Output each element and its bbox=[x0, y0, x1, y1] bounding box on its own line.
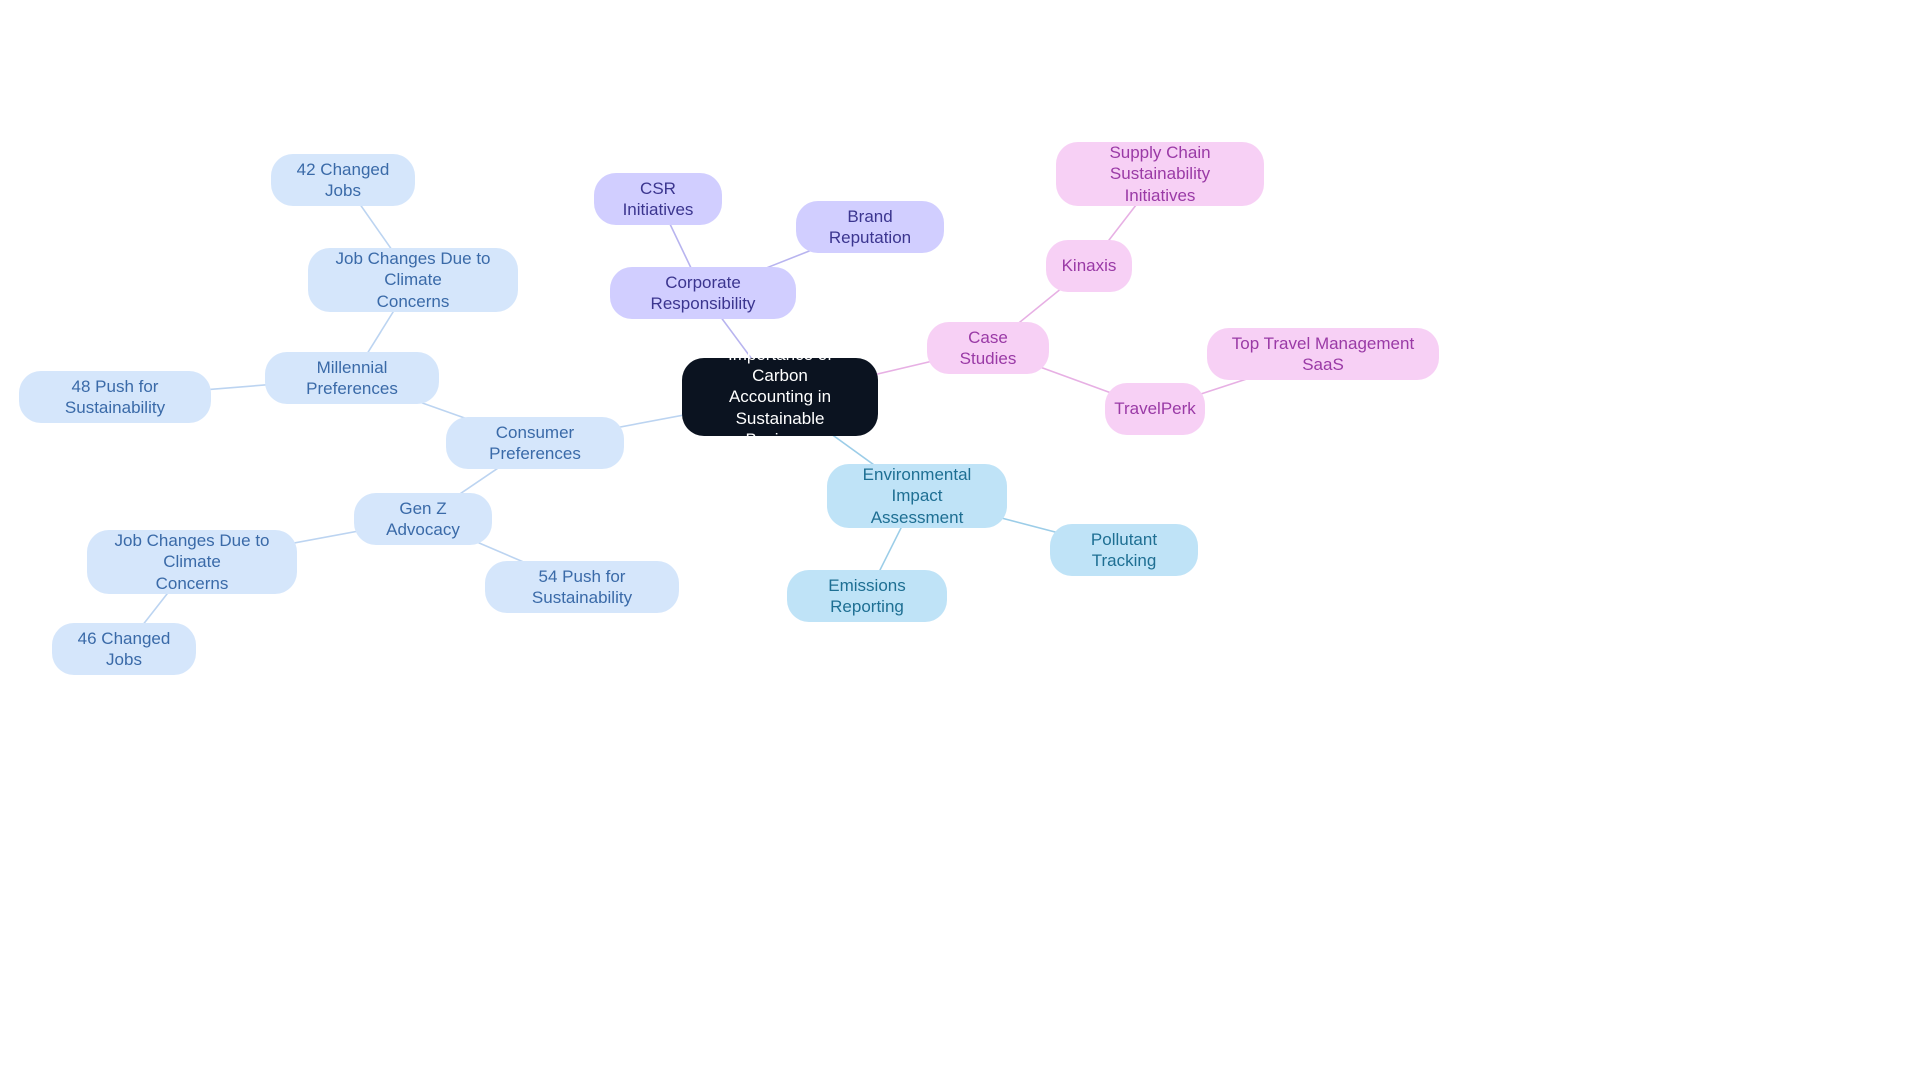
node-csr: CSR Initiatives bbox=[594, 173, 722, 225]
node-label: 46 Changed Jobs bbox=[74, 628, 174, 671]
node-label: Corporate Responsibility bbox=[632, 272, 774, 315]
mindmap-canvas: Importance of Carbon Accounting in Susta… bbox=[0, 0, 1920, 1083]
node-label: 54 Push for Sustainability bbox=[507, 566, 657, 609]
node-label: Millennial Preferences bbox=[287, 357, 417, 400]
node-genz: Gen Z Advocacy bbox=[354, 493, 492, 545]
node-brand: Brand Reputation bbox=[796, 201, 944, 253]
node-consumer_pref: Consumer Preferences bbox=[446, 417, 624, 469]
node-mil_42: 42 Changed Jobs bbox=[271, 154, 415, 206]
node-genz_46: 46 Changed Jobs bbox=[52, 623, 196, 675]
node-env_impact: Environmental Impact Assessment bbox=[827, 464, 1007, 528]
node-label: Pollutant Tracking bbox=[1072, 529, 1176, 572]
node-corp_resp: Corporate Responsibility bbox=[610, 267, 796, 319]
node-mil_job: Job Changes Due to Climate Concerns bbox=[308, 248, 518, 312]
node-label: 48 Push for Sustainability bbox=[41, 376, 189, 419]
node-label: Top Travel Management SaaS bbox=[1229, 333, 1417, 376]
node-label: Supply Chain Sustainability Initiatives bbox=[1078, 142, 1242, 206]
node-supply_chain: Supply Chain Sustainability Initiatives bbox=[1056, 142, 1264, 206]
node-label: Consumer Preferences bbox=[468, 422, 602, 465]
node-label: Importance of Carbon Accounting in Susta… bbox=[704, 344, 856, 450]
node-travel_saas: Top Travel Management SaaS bbox=[1207, 328, 1439, 380]
node-label: Gen Z Advocacy bbox=[376, 498, 470, 541]
node-mil_push: 48 Push for Sustainability bbox=[19, 371, 211, 423]
node-pollutant: Pollutant Tracking bbox=[1050, 524, 1198, 576]
node-label: TravelPerk bbox=[1114, 398, 1196, 419]
node-kinaxis: Kinaxis bbox=[1046, 240, 1132, 292]
node-label: Job Changes Due to Climate Concerns bbox=[109, 530, 275, 594]
node-label: Brand Reputation bbox=[818, 206, 922, 249]
node-label: CSR Initiatives bbox=[616, 178, 700, 221]
node-label: 42 Changed Jobs bbox=[293, 159, 393, 202]
node-millennial: Millennial Preferences bbox=[265, 352, 439, 404]
node-travelperk: TravelPerk bbox=[1105, 383, 1205, 435]
node-genz_job: Job Changes Due to Climate Concerns bbox=[87, 530, 297, 594]
node-genz_push: 54 Push for Sustainability bbox=[485, 561, 679, 613]
node-label: Kinaxis bbox=[1062, 255, 1117, 276]
node-label: Environmental Impact Assessment bbox=[849, 464, 985, 528]
node-label: Job Changes Due to Climate Concerns bbox=[330, 248, 496, 312]
node-root: Importance of Carbon Accounting in Susta… bbox=[682, 358, 878, 436]
node-label: Emissions Reporting bbox=[809, 575, 925, 618]
node-case_studies: Case Studies bbox=[927, 322, 1049, 374]
node-label: Case Studies bbox=[949, 327, 1027, 370]
node-emissions: Emissions Reporting bbox=[787, 570, 947, 622]
